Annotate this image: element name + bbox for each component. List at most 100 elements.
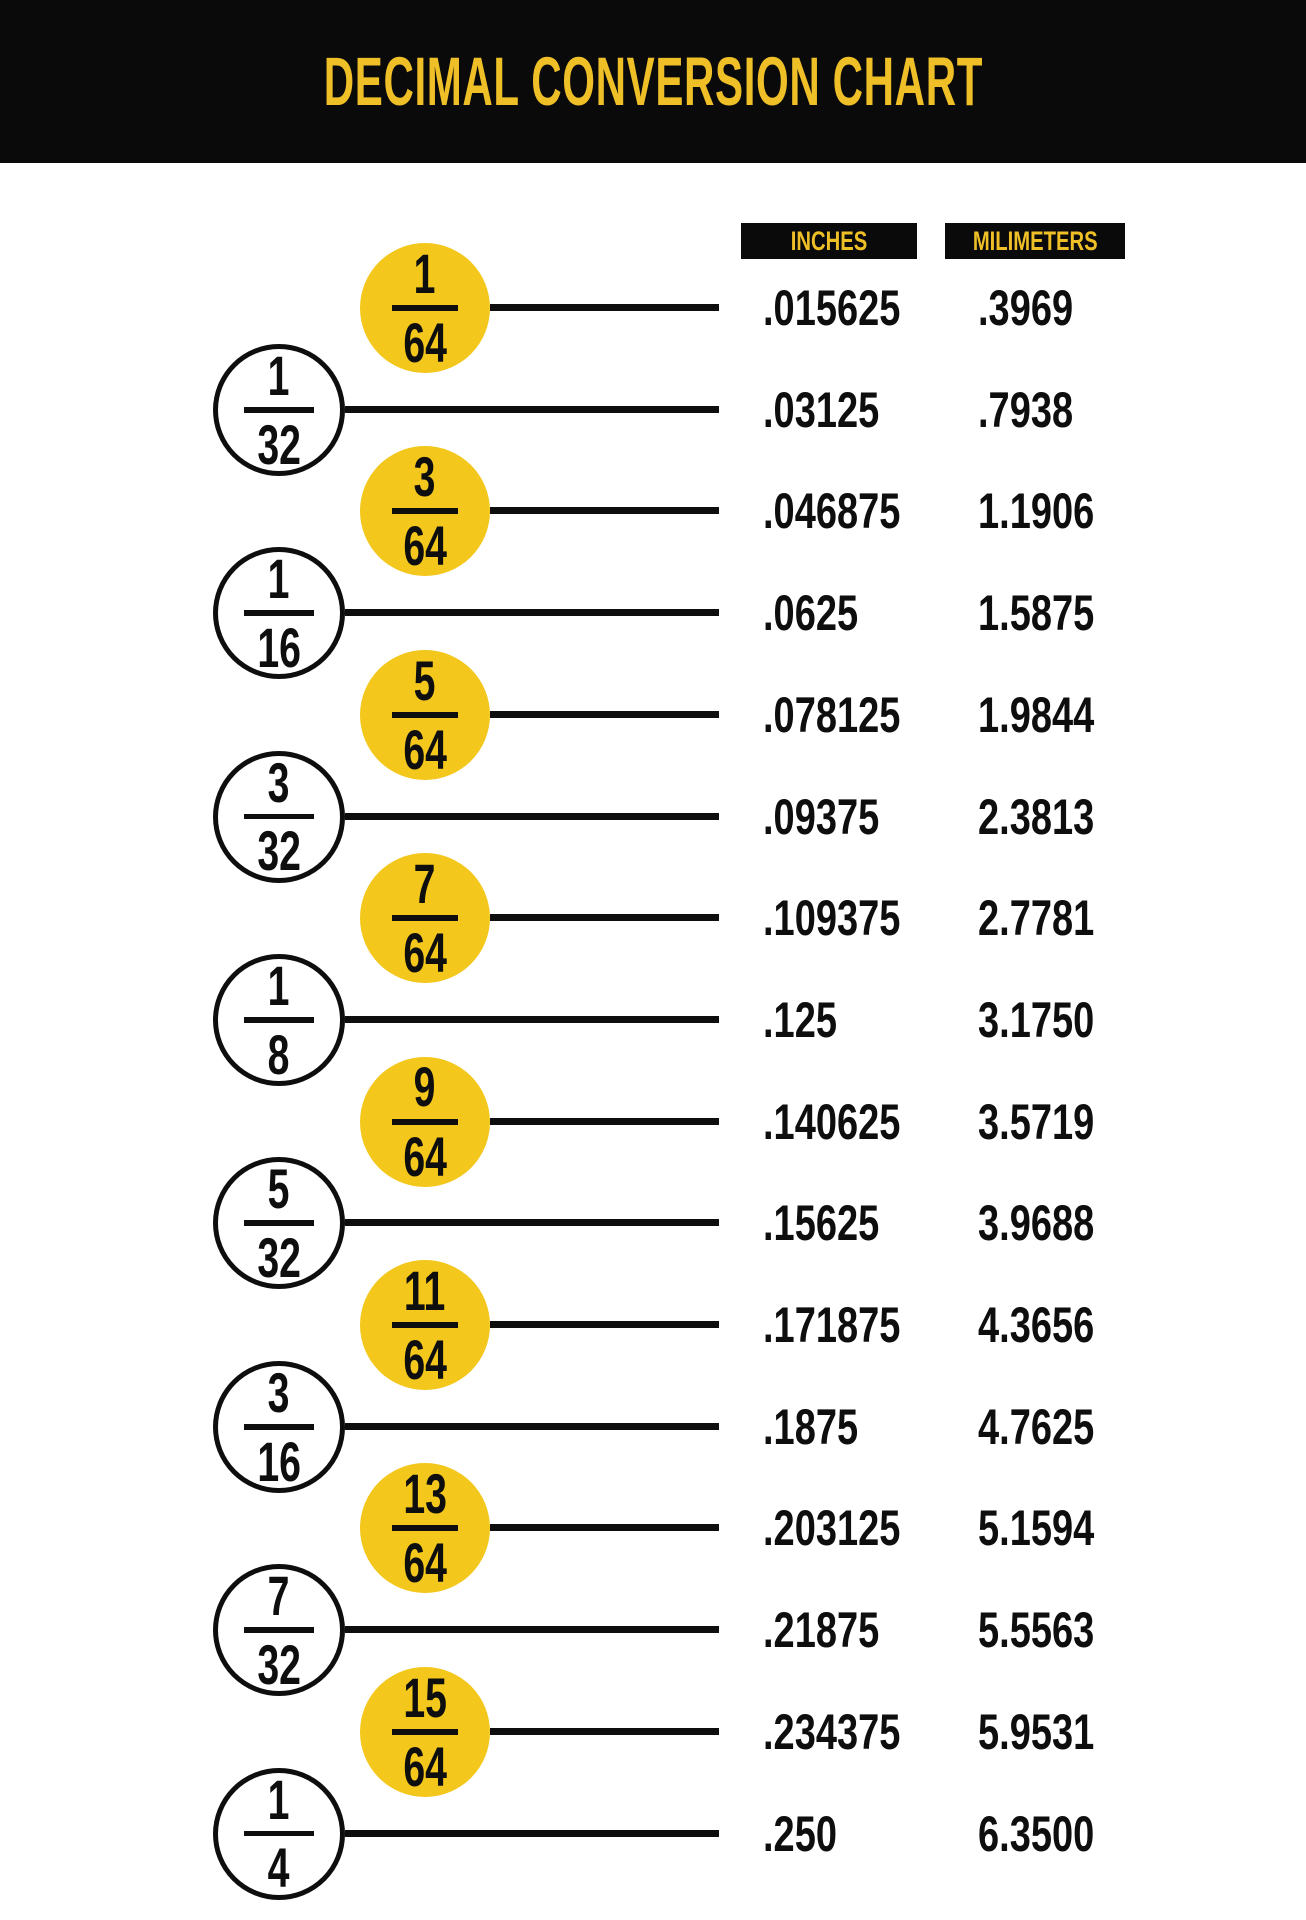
table-row: 5 32 .15625 3.9688 (0, 1157, 1306, 1290)
fraction-denominator: 64 (403, 1734, 447, 1798)
fraction-bar (392, 1322, 458, 1328)
table-row: 11 64 .171875 4.3656 (0, 1259, 1306, 1391)
millimeters-value-text: 1.5875 (978, 585, 1095, 642)
millimeters-value: 2.7781 (978, 852, 1131, 984)
millimeters-value-text: 5.5563 (978, 1602, 1095, 1659)
millimeters-value-text: 3.5719 (978, 1093, 1095, 1150)
fraction-bar (244, 1423, 314, 1430)
fraction-numerator: 1 (268, 343, 290, 407)
fraction-denominator: 64 (403, 311, 447, 374)
table-row: 15 64 .234375 5.9531 (0, 1666, 1306, 1798)
fraction-denominator: 64 (403, 1531, 447, 1595)
inches-value-text: .0625 (763, 585, 859, 642)
connector-line (490, 1524, 719, 1532)
fraction-circle: 3 32 (213, 750, 345, 883)
fraction-bar (392, 915, 458, 922)
fraction-numerator: 7 (268, 1564, 290, 1628)
millimeters-value: 5.5563 (978, 1564, 1131, 1696)
table-row: 1 32 .03125 .7938 (0, 343, 1306, 476)
fraction-numerator: 1 (268, 953, 290, 1017)
fraction-numerator: 1 (414, 241, 436, 305)
fraction-bar (392, 1728, 458, 1735)
connector-line (345, 609, 719, 617)
millimeters-value: 3.5719 (978, 1056, 1131, 1188)
inches-value-text: .15625 (763, 1195, 880, 1252)
inches-value-text: .1875 (763, 1398, 859, 1455)
fraction-denominator: 32 (257, 1226, 301, 1290)
inches-value-text: .250 (763, 1805, 837, 1862)
connector-line (490, 304, 719, 311)
millimeters-value-text: 5.9531 (978, 1703, 1095, 1760)
fraction-numerator: 7 (414, 852, 436, 915)
connector-line (490, 1321, 719, 1328)
inches-value-text: .125 (763, 991, 837, 1048)
millimeters-value: 1.5875 (978, 547, 1131, 679)
fraction-circle: 1 4 (213, 1767, 345, 1900)
inches-value-text: .234375 (763, 1703, 901, 1760)
fraction-numerator: 13 (403, 1462, 447, 1526)
inches-column-header-label: INCHES (790, 225, 868, 256)
connector-line (490, 710, 719, 718)
inches-value: .140625 (763, 1056, 944, 1188)
fraction-bar (244, 813, 314, 820)
fraction-numerator: 3 (268, 1360, 290, 1424)
table-row: 1 4 .250 6.3500 (0, 1767, 1306, 1900)
inches-value-text: .21875 (763, 1602, 880, 1659)
connector-line (345, 1422, 719, 1430)
fraction-bar (392, 1525, 458, 1532)
fraction-circle: 15 64 (360, 1665, 490, 1798)
connector-line (490, 914, 719, 922)
inches-column-header: INCHES (741, 223, 917, 259)
fraction-bar (392, 1118, 458, 1125)
millimeters-value-text: 2.7781 (978, 890, 1095, 947)
inches-value: .1875 (763, 1361, 888, 1493)
fraction-numerator: 15 (403, 1665, 447, 1729)
millimeters-value-text: 4.7625 (978, 1398, 1095, 1455)
fraction-numerator: 5 (414, 648, 436, 712)
table-row: 3 64 .046875 1.1906 (0, 445, 1306, 577)
connector-line (345, 1829, 719, 1837)
fraction-numerator: 3 (268, 750, 290, 814)
fraction-circle: 7 64 (360, 852, 490, 984)
connector-line (345, 1626, 719, 1634)
inches-value: .0625 (763, 547, 888, 679)
inches-value: .234375 (763, 1666, 944, 1798)
fraction-denominator: 32 (257, 819, 301, 883)
connector-line (345, 405, 719, 413)
millimeters-value-text: 2.3813 (978, 788, 1095, 845)
inches-value: .09375 (763, 751, 916, 883)
header-bar: DECIMAL CONVERSION CHART (0, 0, 1306, 163)
table-row: 3 32 .09375 2.3813 (0, 750, 1306, 883)
inches-value-text: .203125 (763, 1500, 901, 1557)
inches-value-text: .140625 (763, 1093, 901, 1150)
fraction-denominator: 32 (257, 412, 301, 476)
fraction-denominator: 64 (403, 514, 447, 578)
millimeters-value: 4.7625 (978, 1361, 1131, 1493)
fraction-circle: 1 64 (360, 243, 490, 373)
connector-line (490, 1727, 719, 1735)
fraction-denominator: 64 (403, 1328, 447, 1391)
inches-value-text: .109375 (763, 890, 901, 947)
table-row: 5 64 .078125 1.9844 (0, 649, 1306, 781)
fraction-circle: 5 32 (213, 1157, 345, 1290)
millimeters-value: 1.9844 (978, 649, 1131, 781)
fraction-circle: 3 16 (213, 1360, 345, 1493)
page-title: DECIMAL CONVERSION CHART (323, 43, 983, 120)
fraction-numerator: 3 (414, 445, 436, 509)
table-row: 3 16 .1875 4.7625 (0, 1360, 1306, 1493)
fraction-bar (392, 711, 458, 718)
inches-value: .171875 (763, 1259, 944, 1391)
table-row: 1 16 .0625 1.5875 (0, 547, 1306, 680)
inches-value-text: .078125 (763, 686, 901, 743)
fraction-circle: 1 8 (213, 953, 345, 1086)
table-row: 1 8 .125 3.1750 (0, 953, 1306, 1086)
inches-value: .015625 (763, 242, 944, 374)
millimeters-value: 2.3813 (978, 751, 1131, 883)
millimeters-value: .3969 (978, 242, 1103, 374)
fraction-numerator: 1 (268, 1767, 290, 1831)
inches-value: .03125 (763, 344, 916, 476)
connector-line (345, 1219, 719, 1227)
inches-value-text: .171875 (763, 1297, 901, 1353)
fraction-bar (244, 1220, 314, 1227)
inches-value: .125 (763, 954, 860, 1086)
